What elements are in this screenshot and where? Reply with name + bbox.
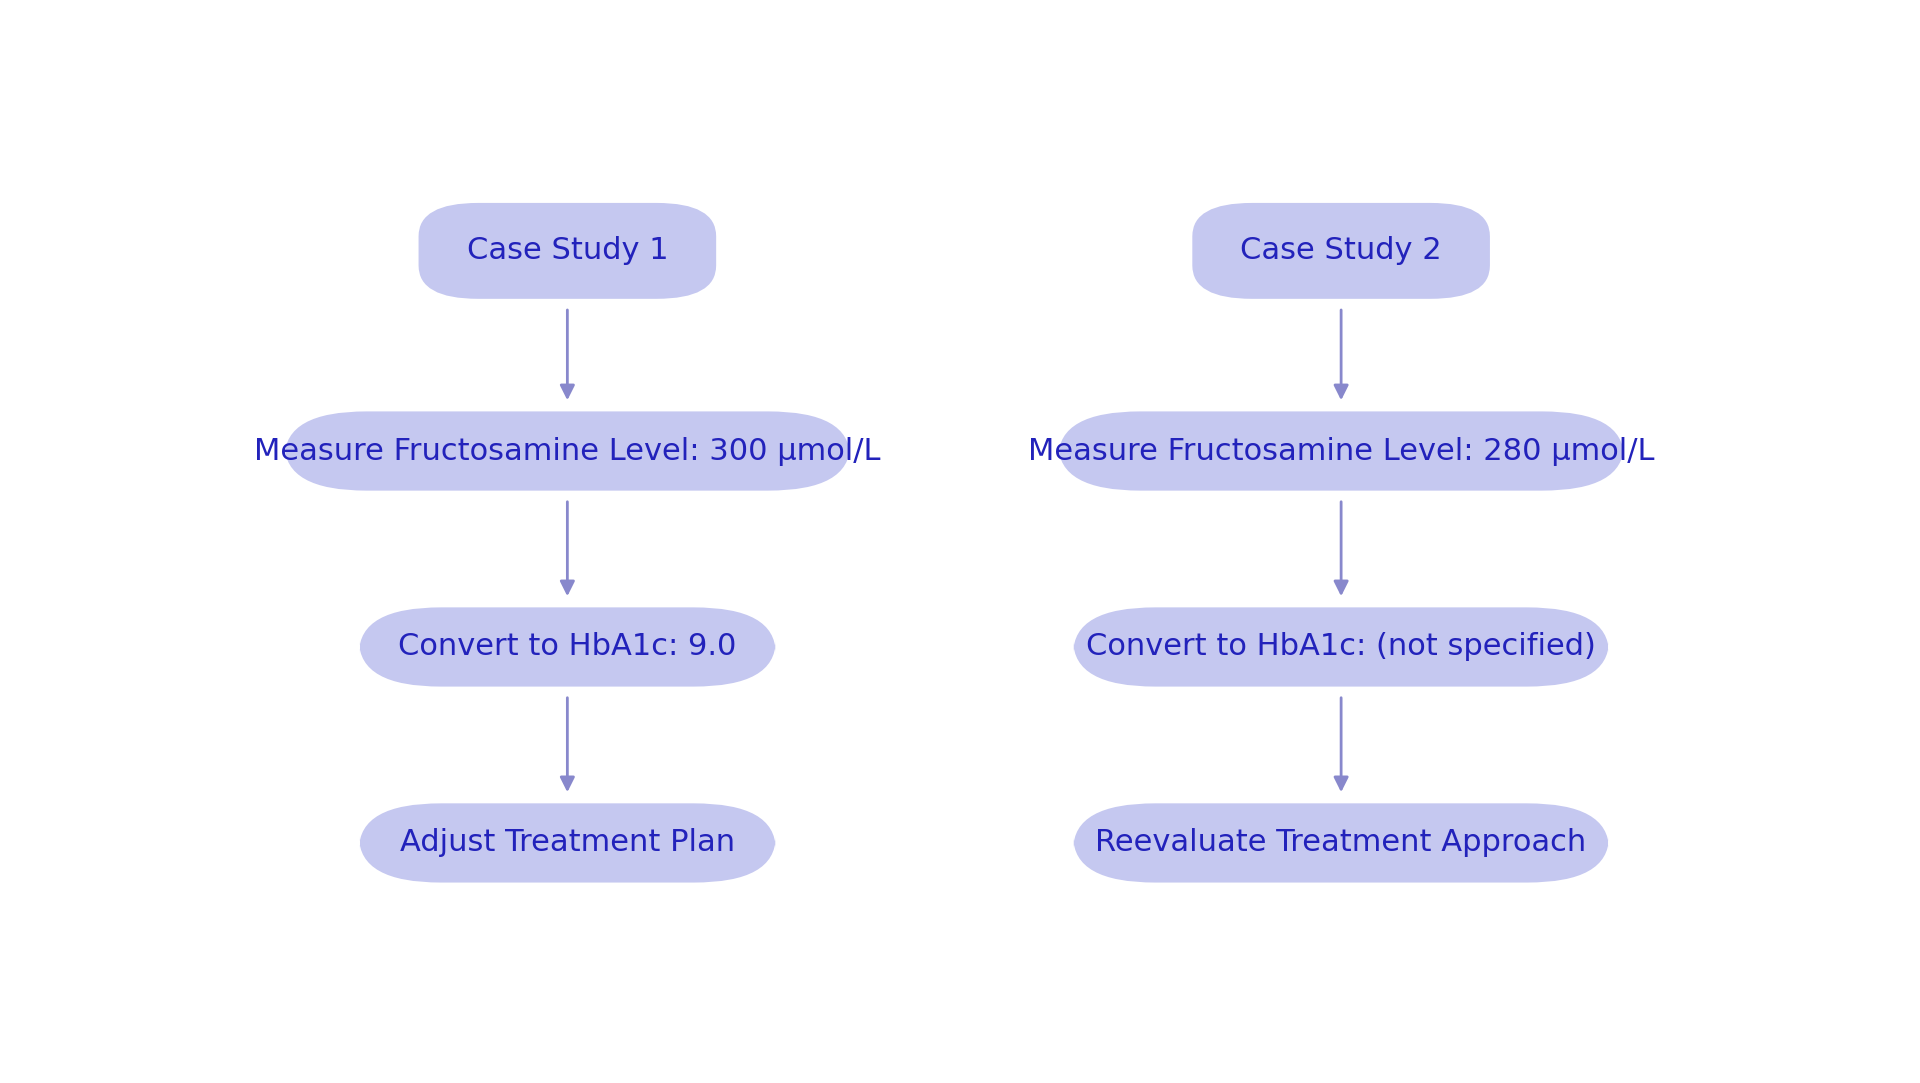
Text: Measure Fructosamine Level: 300 μmol/L: Measure Fructosamine Level: 300 μmol/L [253, 436, 881, 466]
FancyBboxPatch shape [1192, 203, 1490, 299]
FancyBboxPatch shape [284, 412, 851, 491]
Text: Adjust Treatment Plan: Adjust Treatment Plan [399, 828, 735, 858]
FancyBboxPatch shape [359, 804, 776, 883]
FancyBboxPatch shape [1058, 412, 1624, 491]
Text: Case Study 2: Case Study 2 [1240, 236, 1442, 265]
FancyBboxPatch shape [419, 203, 716, 299]
FancyBboxPatch shape [1073, 804, 1609, 883]
Text: Reevaluate Treatment Approach: Reevaluate Treatment Approach [1096, 828, 1586, 858]
Text: Convert to HbA1c: (not specified): Convert to HbA1c: (not specified) [1087, 632, 1596, 662]
FancyBboxPatch shape [359, 608, 776, 687]
FancyBboxPatch shape [1073, 608, 1609, 687]
Text: Case Study 1: Case Study 1 [467, 236, 668, 265]
Text: Measure Fructosamine Level: 280 μmol/L: Measure Fructosamine Level: 280 μmol/L [1027, 436, 1655, 466]
Text: Convert to HbA1c: 9.0: Convert to HbA1c: 9.0 [397, 632, 737, 662]
